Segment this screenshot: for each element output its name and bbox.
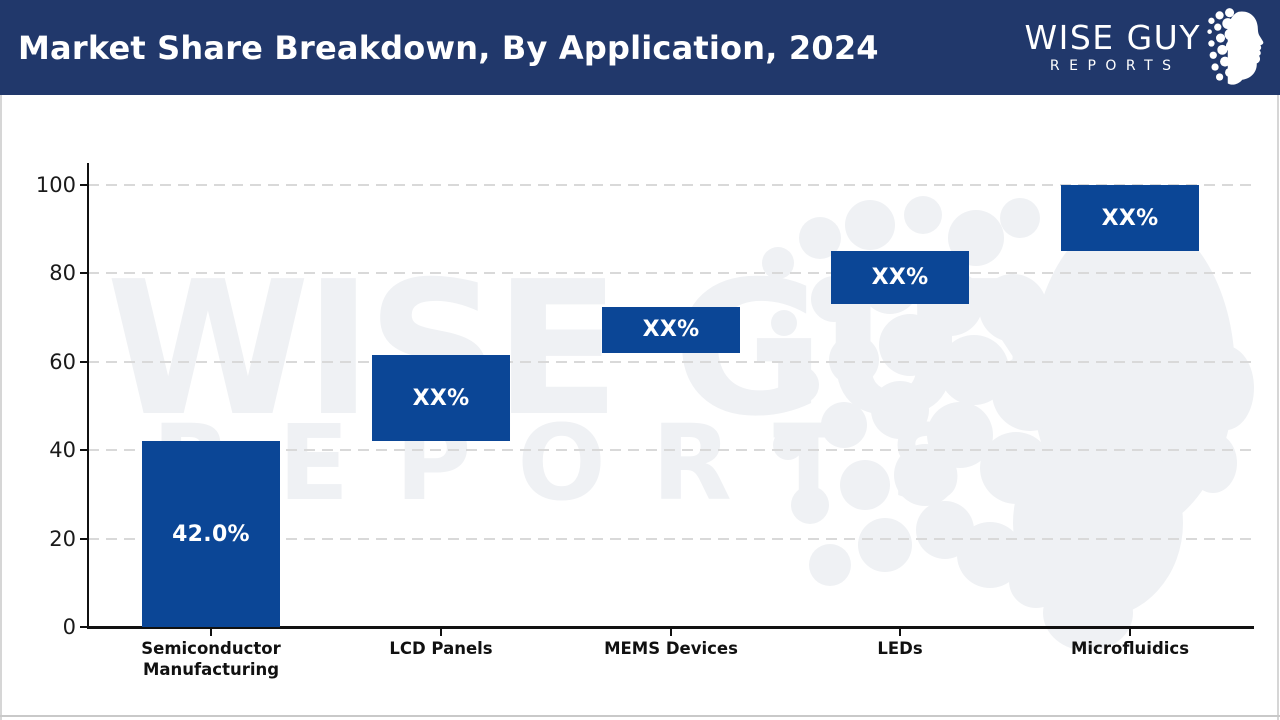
bar: XX% bbox=[372, 355, 510, 442]
category-label: Semiconductor Manufacturing bbox=[141, 639, 281, 680]
y-axis-line bbox=[86, 163, 89, 628]
page-title: Market Share Breakdown, By Application, … bbox=[18, 28, 879, 67]
y-tick-label: 60 bbox=[49, 349, 76, 374]
x-axis-tick bbox=[210, 628, 212, 636]
header-bar: Market Share Breakdown, By Application, … bbox=[0, 0, 1280, 95]
bar: XX% bbox=[831, 251, 969, 305]
y-axis-tick bbox=[80, 360, 88, 363]
grid-line bbox=[88, 537, 1253, 540]
image-border-right bbox=[1277, 95, 1279, 720]
y-tick-label: 20 bbox=[49, 526, 76, 551]
y-tick-label: 100 bbox=[35, 173, 76, 198]
bar-value-label: XX% bbox=[871, 265, 929, 291]
bar-value-label: XX% bbox=[1101, 205, 1159, 231]
y-tick-label: 40 bbox=[49, 438, 76, 463]
y-axis-tick bbox=[80, 272, 88, 275]
bar: 42.0% bbox=[142, 441, 280, 627]
y-axis-tick bbox=[80, 449, 88, 452]
x-axis-line bbox=[86, 625, 1254, 629]
image-border-left bbox=[0, 95, 2, 720]
grid-line bbox=[88, 184, 1253, 187]
head-dots-icon bbox=[1207, 7, 1264, 85]
y-tick-label: 0 bbox=[62, 615, 76, 639]
logo-text: WISE GUY REPORTS bbox=[1024, 21, 1201, 74]
x-axis-tick bbox=[670, 628, 672, 636]
y-axis-tick bbox=[80, 184, 88, 187]
bar-value-label: XX% bbox=[412, 385, 470, 411]
category-label: MEMS Devices bbox=[604, 639, 738, 658]
y-axis-tick bbox=[80, 537, 88, 540]
category-label: LCD Panels bbox=[389, 639, 493, 658]
bar-value-label: 42.0% bbox=[172, 521, 250, 547]
grid-line bbox=[88, 272, 1253, 275]
image-border-bottom bbox=[0, 715, 1280, 717]
bar: XX% bbox=[1061, 185, 1199, 252]
chart-area: WISE GUY REPORTS 0 20 40 60 80 100 42.0% Semico… bbox=[0, 95, 1280, 720]
grid-line bbox=[88, 449, 1253, 452]
y-axis-tick bbox=[80, 626, 88, 628]
watermark-head-icon bbox=[762, 196, 1254, 651]
wiseguy-logo: WISE GUY REPORTS bbox=[1024, 7, 1264, 88]
x-axis-tick bbox=[899, 628, 901, 636]
logo-subtext: REPORTS bbox=[1049, 58, 1181, 74]
grid-line bbox=[88, 360, 1253, 363]
logo-wordmark: WISE GUY bbox=[1024, 18, 1201, 57]
category-label: Microfluidics bbox=[1070, 639, 1190, 658]
x-axis-tick bbox=[440, 628, 442, 636]
bar: XX% bbox=[602, 306, 740, 353]
x-axis-tick bbox=[1129, 628, 1131, 636]
bar-value-label: XX% bbox=[642, 317, 700, 343]
y-tick-label: 80 bbox=[49, 261, 76, 286]
category-label: LEDs bbox=[877, 639, 923, 658]
